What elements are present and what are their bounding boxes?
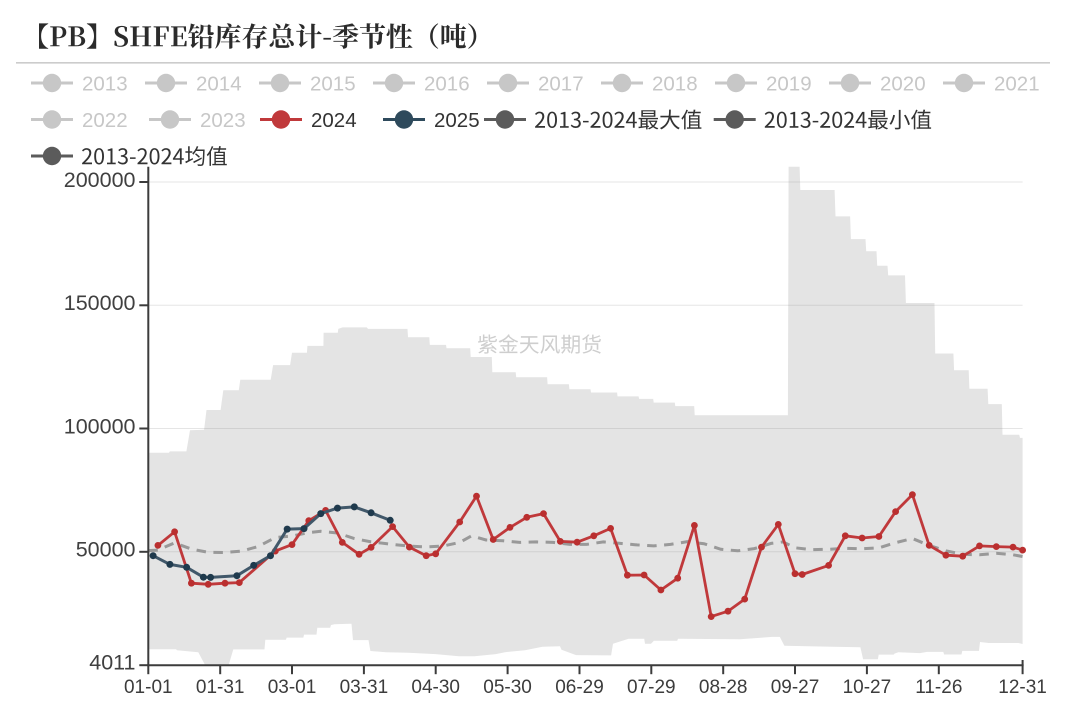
svg-text:01-01: 01-01 xyxy=(124,677,173,698)
svg-text:04-30: 04-30 xyxy=(411,677,460,698)
svg-text:2020: 2020 xyxy=(880,72,926,95)
svg-text:150000: 150000 xyxy=(64,291,136,315)
svg-text:100000: 100000 xyxy=(64,414,136,438)
svg-text:2021: 2021 xyxy=(994,72,1040,95)
svg-text:08-28: 08-28 xyxy=(699,677,748,698)
svg-text:01-31: 01-31 xyxy=(196,677,245,698)
svg-text:2014: 2014 xyxy=(196,72,242,95)
svg-text:2015: 2015 xyxy=(310,72,356,95)
svg-text:50000: 50000 xyxy=(76,538,136,562)
svg-text:2019: 2019 xyxy=(766,72,812,95)
svg-text:2013: 2013 xyxy=(82,72,128,95)
svg-text:07-29: 07-29 xyxy=(627,677,676,698)
svg-text:06-29: 06-29 xyxy=(555,677,604,698)
svg-text:10-27: 10-27 xyxy=(843,677,892,698)
svg-text:200000: 200000 xyxy=(64,168,136,192)
svg-text:12-31: 12-31 xyxy=(998,677,1047,698)
svg-text:2023: 2023 xyxy=(200,109,246,132)
svg-text:4011: 4011 xyxy=(89,650,135,674)
svg-text:11-26: 11-26 xyxy=(915,677,962,698)
svg-text:03-01: 03-01 xyxy=(268,677,317,698)
svg-text:2016: 2016 xyxy=(424,72,470,95)
svg-text:2025: 2025 xyxy=(434,109,480,132)
svg-text:09-27: 09-27 xyxy=(771,677,820,698)
svg-text:2024: 2024 xyxy=(311,109,357,132)
svg-text:2018: 2018 xyxy=(652,72,698,95)
svg-text:05-30: 05-30 xyxy=(483,677,532,698)
svg-text:2022: 2022 xyxy=(82,109,128,132)
svg-text:2017: 2017 xyxy=(538,72,584,95)
svg-text:03-31: 03-31 xyxy=(340,677,389,698)
